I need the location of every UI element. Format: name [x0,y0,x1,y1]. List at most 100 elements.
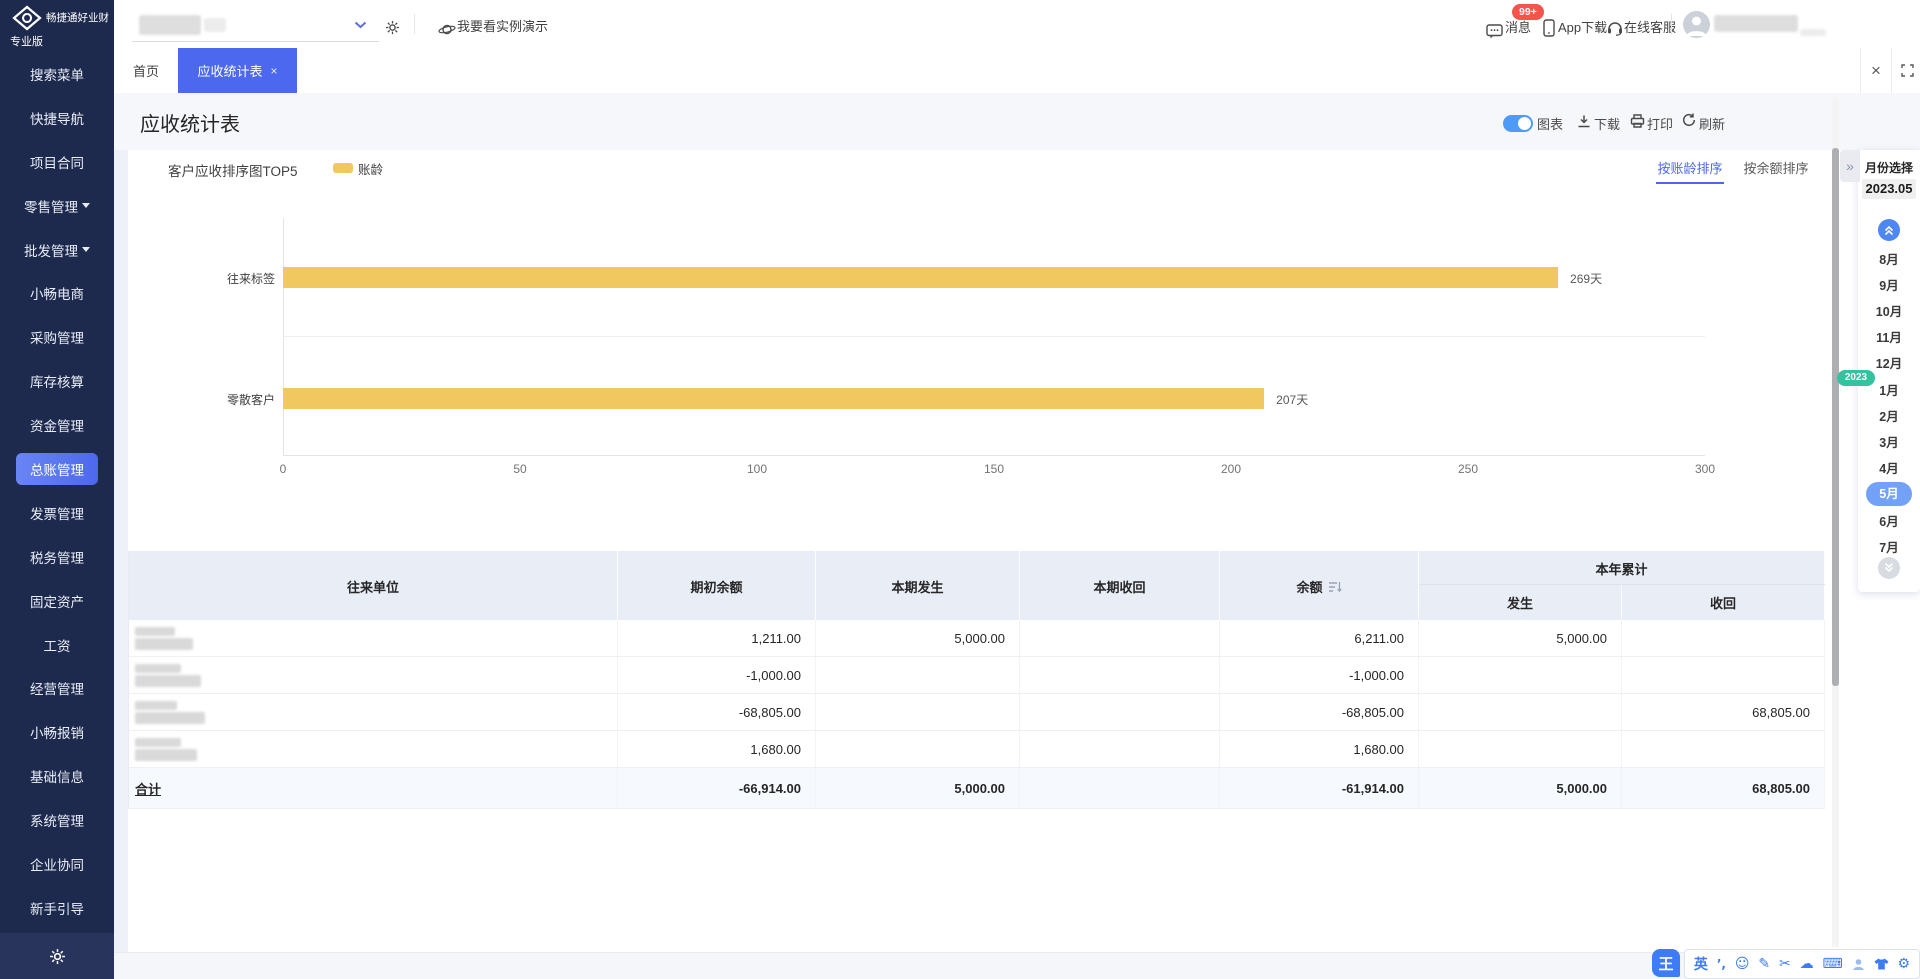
sidebar-item-小畅报销[interactable]: 小畅报销 [20,716,94,748]
support-label[interactable]: 在线客服 [1624,20,1677,35]
emoji-icon[interactable]: ☺ [1734,956,1750,972]
fullscreen-icon[interactable] [1892,48,1920,93]
download-icon[interactable] [1577,114,1591,128]
sidebar-item-label: 批发管理 [24,243,78,259]
settings-gear-icon[interactable] [385,20,400,35]
punctuation-icon[interactable]: ’, [1716,957,1726,971]
sidebar-item-快捷导航[interactable]: 快捷导航 [20,102,94,134]
bar-value-label: 207天 [1276,393,1309,407]
sort-by-balance-tab[interactable]: 按余额排序 [1743,161,1809,176]
x-axis-line [283,455,1705,456]
ime-language-toggle[interactable]: 英 [1693,956,1708,972]
chevron-down-icon[interactable] [354,21,367,29]
sidebar-item-新手引导[interactable]: 新手引导 [20,892,94,924]
sidebar-item-基础信息[interactable]: 基础信息 [20,760,94,792]
support-headset-icon[interactable] [1607,20,1623,36]
table-cell: 1,680.00 [1219,730,1419,768]
pencil-icon[interactable]: ✎ [1758,956,1771,972]
print-icon[interactable] [1630,114,1645,128]
month-item-2月[interactable]: 2月 [1879,409,1899,424]
month-item-1月[interactable]: 1月 [1879,383,1899,398]
year-badge: 2023 [1837,370,1875,386]
table-cell: -68,805.00 [1219,693,1419,731]
sidebar-item-零售管理[interactable]: 零售管理 [14,190,100,222]
month-item-12月[interactable]: 12月 [1875,357,1903,372]
sidebar-item-企业协同[interactable]: 企业协同 [20,848,94,880]
sidebar-item-label: 小畅报销 [30,726,84,742]
total-label-link[interactable]: 合计 [135,781,162,797]
settings-icon[interactable]: ⚙ [1897,956,1911,972]
month-item-3月[interactable]: 3月 [1879,435,1899,450]
sidebar-item-项目合同[interactable]: 项目合同 [20,146,94,178]
scrollbar-thumb[interactable] [1832,148,1839,686]
sidebar-item-固定资产[interactable]: 固定资产 [20,585,94,617]
sidebar-item-资金管理[interactable]: 资金管理 [20,409,94,441]
skin-icon[interactable] [1874,958,1889,970]
ime-logo[interactable]: 王 [1652,949,1680,977]
app-download-icon[interactable] [1543,19,1555,37]
table-row[interactable]: 1,680.00 1,680.00 [128,730,1826,768]
sort-by-age-tab[interactable]: 按账龄排序 [1657,161,1723,176]
cell-company-blurred [128,656,618,694]
table-row[interactable]: -68,805.00 -68,805.00 68,805.00 [128,693,1826,731]
legend-label[interactable]: 账龄 [358,163,384,177]
print-label[interactable]: 打印 [1647,117,1674,132]
month-item-11月[interactable]: 11月 [1876,331,1902,346]
sidebar-row: 经营管理 [0,666,114,710]
user-icon[interactable] [1852,958,1865,971]
sidebar-item-采购管理[interactable]: 采购管理 [20,321,94,353]
company-selector-blur[interactable] [139,15,201,35]
table-cell [815,656,1020,694]
tab-close-icon[interactable]: × [270,63,278,78]
download-label[interactable]: 下载 [1594,117,1621,132]
sidebar-item-小畅电商[interactable]: 小畅电商 [20,277,94,309]
category-split-line [283,336,1705,337]
table-cell [815,693,1020,731]
sidebar-item-库存核算[interactable]: 库存核算 [20,365,94,397]
sidebar-item-工资[interactable]: 工资 [34,629,81,661]
sidebar-row: 发票管理 [0,491,114,535]
month-item-7月[interactable]: 7月 [1879,540,1899,555]
sidebar-item-批发管理[interactable]: 批发管理 [14,234,100,266]
tab-receivables-active[interactable]: 应收统计表 × [178,48,297,93]
brand-name: 畅捷通好业财 [46,12,109,24]
username-blur[interactable] [1714,15,1798,32]
table-row[interactable]: -1,000.00 -1,000.00 [128,656,1826,694]
months-scroll-up-icon[interactable] [1878,219,1900,241]
sidebar-item-税务管理[interactable]: 税务管理 [20,541,94,573]
table-row[interactable]: 1,211.00 5,000.00 6,211.00 5,000.00 [128,620,1826,657]
brand-edition: 专业版 [10,36,43,48]
message-label[interactable]: 消息 [1505,20,1532,35]
month-item-6月[interactable]: 6月 [1879,514,1899,529]
close-all-tabs-icon[interactable]: × [1871,60,1881,80]
table-cell-total [1019,767,1220,809]
refresh-icon[interactable] [1682,113,1696,127]
refresh-label[interactable]: 刷新 [1699,117,1726,132]
keyboard-icon[interactable]: ⌨ [1822,956,1843,972]
cloud-icon[interactable]: ☁ [1799,956,1814,972]
avatar[interactable] [1683,11,1710,38]
month-item-10月[interactable]: 10月 [1875,304,1903,319]
months-scroll-down-icon[interactable] [1878,557,1900,579]
sidebar-item-系统管理[interactable]: 系统管理 [20,804,94,836]
month-item-9月[interactable]: 9月 [1879,278,1899,293]
panel-collapse-handle[interactable]: » [1840,150,1860,182]
table-cell [1621,730,1826,768]
sidebar-item-经营管理[interactable]: 经营管理 [20,672,94,704]
message-icon[interactable] [1486,24,1503,39]
sidebar-settings-icon[interactable] [49,948,66,965]
sidebar-item-搜索菜单[interactable]: 搜索菜单 [20,58,94,90]
scissors-icon[interactable]: ✂ [1779,956,1791,972]
month-panel-title: 月份选择 [1864,161,1913,175]
tab-home[interactable]: 首页 [132,64,159,79]
table-cell [1418,730,1622,768]
sidebar-item-发票管理[interactable]: 发票管理 [20,497,94,529]
sidebar-item-总账管理[interactable]: 总账管理 [16,452,98,485]
month-item-5月[interactable]: 5月 [1858,481,1920,507]
chart-toggle[interactable] [1503,115,1533,132]
demo-link[interactable]: 我要看实例演示 [457,19,549,34]
month-item-4月[interactable]: 4月 [1879,462,1899,477]
balance-sort-icon[interactable] [1328,581,1342,593]
month-item-8月[interactable]: 8月 [1879,252,1899,267]
app-download-label[interactable]: App下载 [1558,20,1608,35]
